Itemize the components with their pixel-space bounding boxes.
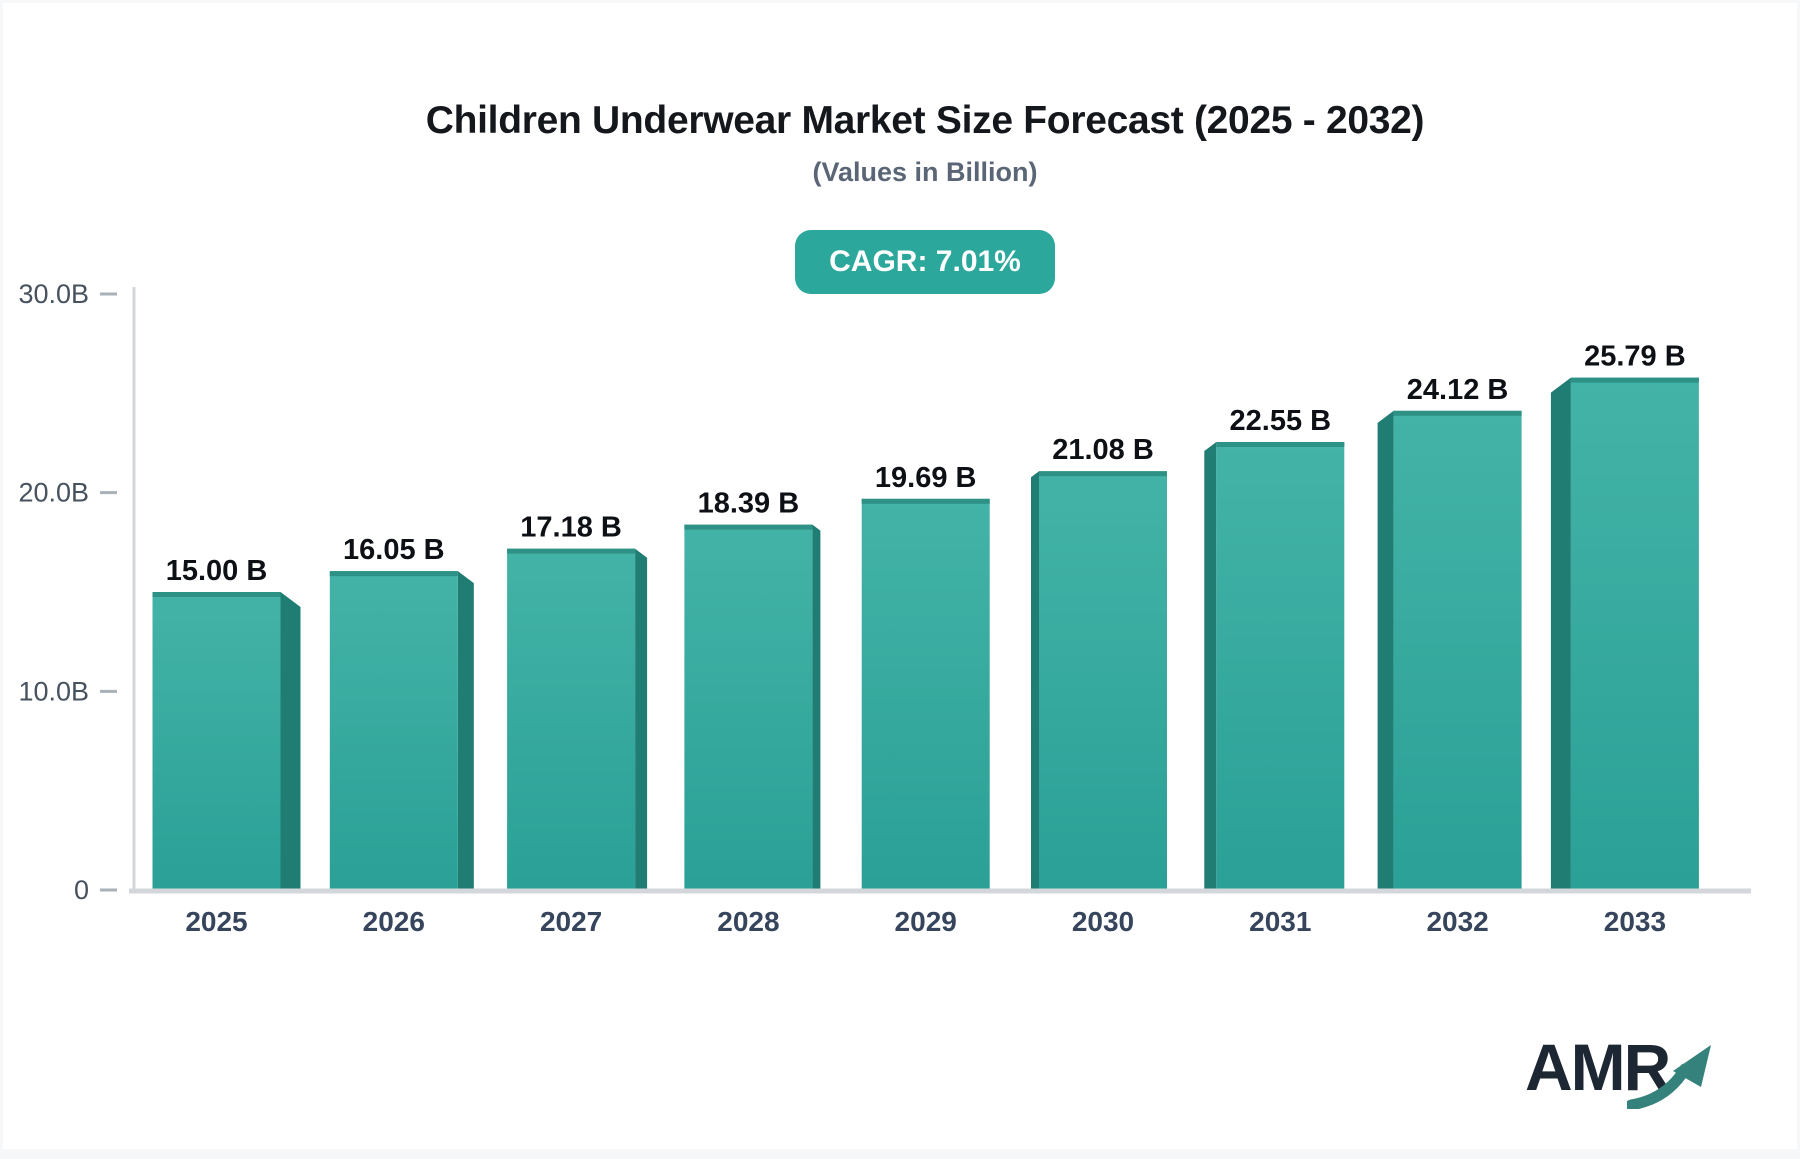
bar-value-label: 21.08 B xyxy=(1052,434,1154,466)
bar-side-2026 xyxy=(457,571,474,890)
bar-2025 xyxy=(152,592,281,890)
bar-top-edge-2029 xyxy=(861,498,990,504)
chart-card: 0 10.0B 20.0B 30.0B 15.00 B 2025 16.05 B 2026 17… xyxy=(3,3,1797,1149)
bar-side-2033 xyxy=(1550,377,1571,890)
bar-value-label: 25.79 B xyxy=(1584,341,1686,373)
bar-side-2028 xyxy=(812,524,821,890)
cagr-badge: CAGR: 7.01% xyxy=(795,230,1055,294)
bar-value-label: 15.00 B xyxy=(166,555,268,587)
chart-title: Children Underwear Market Size Forecast … xyxy=(425,99,1425,142)
y-tick-label: 10.0B xyxy=(18,676,89,706)
bar-side-2025 xyxy=(280,592,301,890)
y-tick-label: 0 xyxy=(74,875,89,905)
y-tick-label: 30.0B xyxy=(18,279,89,309)
bar-top-edge-2025 xyxy=(152,592,281,597)
amr-logo-text: AMR xyxy=(1525,1030,1671,1104)
bar-2029 xyxy=(861,498,990,890)
y-tick-label: 20.0B xyxy=(18,478,89,508)
bar-value-label: 19.69 B xyxy=(875,462,977,494)
bar-value-label: 24.12 B xyxy=(1407,374,1509,406)
bar-2026 xyxy=(329,571,458,890)
bar-2032 xyxy=(1393,410,1522,890)
bar-side-2027 xyxy=(635,548,648,890)
bar-value-label: 18.39 B xyxy=(698,488,800,520)
x-axis-label: 2029 xyxy=(895,906,957,937)
bar-top-edge-2027 xyxy=(507,548,636,554)
amr-logo: AMR xyxy=(1525,1029,1725,1109)
x-axis-label: 2033 xyxy=(1604,906,1666,937)
bar-2031 xyxy=(1216,442,1345,890)
amr-logo-arrow-icon xyxy=(1627,1045,1711,1109)
x-axis-label: 2026 xyxy=(363,906,425,937)
x-axis-label: 2025 xyxy=(185,906,247,937)
market-forecast-chart: 0 10.0B 20.0B 30.0B 15.00 B 2025 16.05 B 2026 17… xyxy=(18,279,1751,937)
bar-value-label: 22.55 B xyxy=(1230,405,1332,437)
x-axis-label: 2028 xyxy=(717,906,779,937)
bar-top-edge-2030 xyxy=(1039,471,1167,477)
bar-top-edge-2031 xyxy=(1216,442,1345,448)
x-axis-label: 2031 xyxy=(1249,906,1311,937)
x-axis-label: 2027 xyxy=(540,906,602,937)
bar-2028 xyxy=(684,524,813,890)
x-axis-label: 2030 xyxy=(1072,906,1134,937)
bar-2033 xyxy=(1570,377,1699,890)
bar-top-edge-2028 xyxy=(684,524,813,530)
bar-top-edge-2033 xyxy=(1570,377,1699,383)
bar-side-2031 xyxy=(1204,442,1217,890)
bar-side-2032 xyxy=(1377,410,1394,890)
bar-value-label: 17.18 B xyxy=(520,512,622,544)
bar-2027 xyxy=(507,548,636,890)
x-axis-label: 2032 xyxy=(1426,906,1488,937)
bar-top-edge-2026 xyxy=(329,571,458,577)
bar-top-edge-2032 xyxy=(1393,410,1522,416)
chart-header: Children Underwear Market Size Forecast … xyxy=(47,3,1800,294)
bar-2030 xyxy=(1039,471,1167,890)
bar-side-2030 xyxy=(1031,471,1039,890)
bar-value-label: 16.05 B xyxy=(343,534,445,566)
chart-subtitle: (Values in Billion) xyxy=(812,157,1038,187)
